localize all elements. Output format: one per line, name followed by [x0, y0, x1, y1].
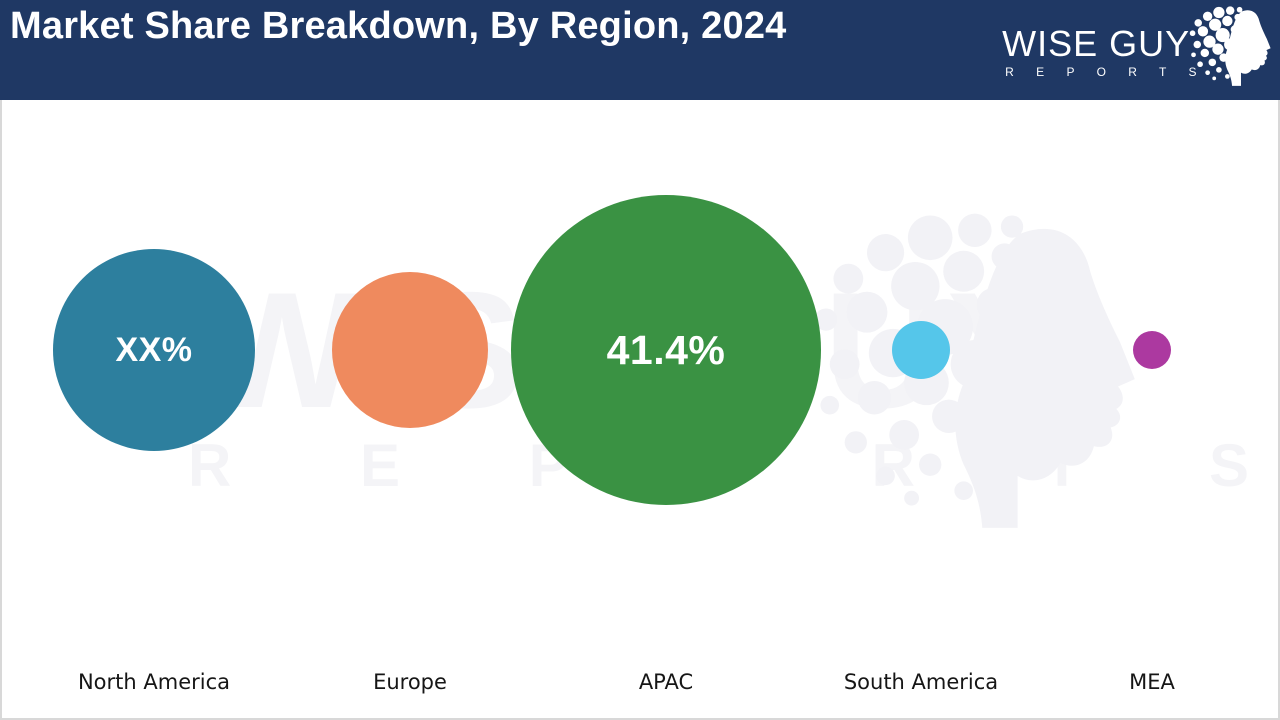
- logo-wordmark: WISE GUY R E P O R T S: [1002, 22, 1206, 79]
- wise-guy-head-icon: [1189, 6, 1271, 86]
- category-label-north-america: North America: [77, 670, 231, 694]
- category-label-apac: APAC: [638, 670, 694, 694]
- bubble-south-america: [892, 321, 950, 379]
- wise-guy-logo: WISE GUY R E P O R T S: [1002, 6, 1280, 98]
- category-label-europe: Europe: [373, 670, 447, 694]
- page-title: Market Share Breakdown, By Region, 2024: [10, 5, 787, 47]
- bubble-value-apac: 41.4%: [606, 326, 726, 373]
- logo-wordmark-line1: WISE GUY: [1002, 22, 1191, 64]
- bubble-value-north-america: XX%: [115, 330, 193, 369]
- header-bar: Market Share Breakdown, By Region, 2024 …: [0, 0, 1280, 100]
- logo-wordmark-line2: R E P O R T S: [1005, 64, 1206, 79]
- category-label-mea: MEA: [1129, 670, 1175, 694]
- bubble-mea: [1133, 331, 1171, 369]
- bubble-apac: 41.4%: [511, 195, 821, 505]
- bubble-north-america: XX%: [53, 249, 255, 451]
- bubble-europe: [332, 272, 488, 428]
- category-label-south-america: South America: [843, 670, 999, 694]
